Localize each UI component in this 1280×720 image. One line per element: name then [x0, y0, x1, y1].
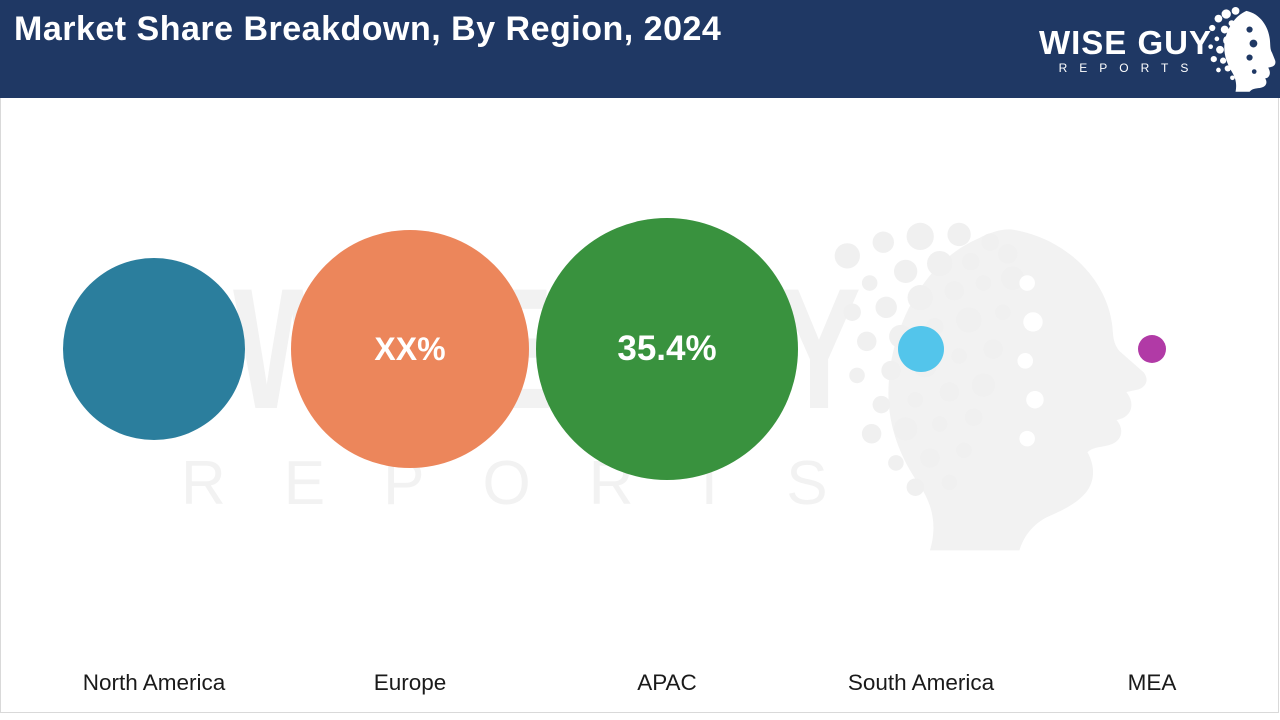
bubble-north-america: [63, 258, 245, 440]
logo-text: WISE GUY REPORTS: [1039, 24, 1212, 74]
region-label-mea: MEA: [1127, 670, 1177, 695]
bubble-value-label: XX%: [374, 330, 446, 367]
region-label-layer: North America Europe APAC South America MEA: [1, 98, 1278, 712]
bubble-layer: XX% 35.4%: [1, 98, 1278, 712]
chart-area: WISE GUY REPORTS: [0, 98, 1279, 713]
bubble-europe: XX%: [291, 230, 529, 468]
region-label-europe: Europe: [373, 670, 447, 695]
logo-subtitle: REPORTS: [1058, 60, 1201, 75]
region-label-south-america: South America: [847, 670, 995, 695]
dotted-head-icon: [1208, 7, 1276, 92]
bubble-mea: [1138, 335, 1166, 363]
bubble-south-america: [898, 326, 944, 372]
logo-wordmark: WISE GUY: [1038, 24, 1212, 62]
region-label-north-america: North America: [82, 670, 226, 695]
bubble-value-label: 35.4%: [617, 329, 717, 368]
watermark-head-icon: [834, 222, 1147, 551]
bubble-apac: 35.4%: [536, 218, 798, 480]
page-title: Market Share Breakdown, By Region, 2024: [14, 10, 722, 48]
header-bar: Market Share Breakdown, By Region, 2024 …: [0, 0, 1280, 98]
region-label-apac: APAC: [637, 670, 697, 695]
wiseguy-logo: WISE GUY REPORTS: [1039, 3, 1276, 95]
